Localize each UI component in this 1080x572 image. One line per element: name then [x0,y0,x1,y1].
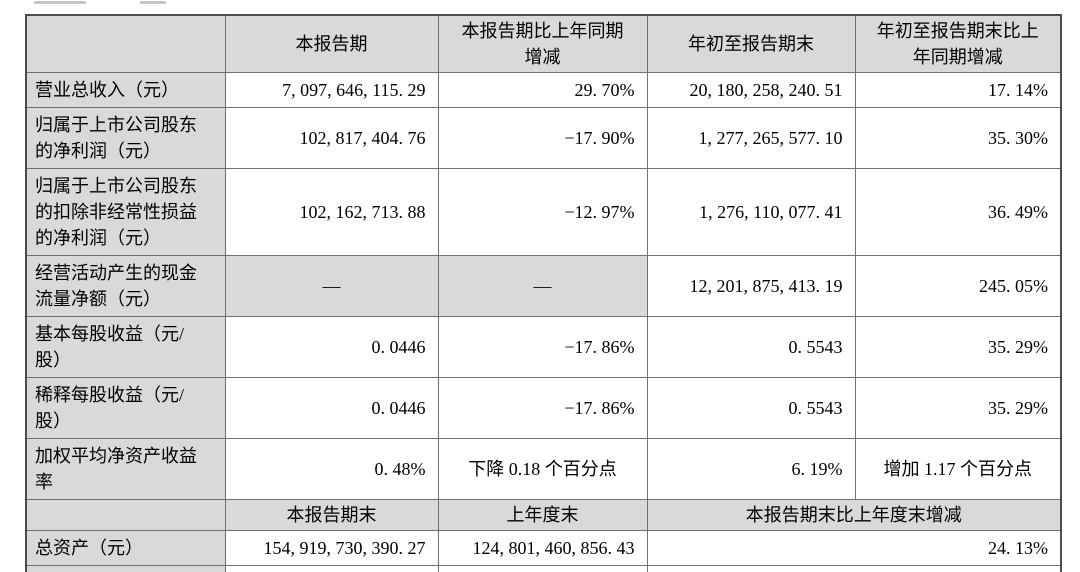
cell-ytd-yoy: 35. 29% [854,377,1062,439]
table-row: 经营活动产生的现金流量净额（元） — — 12, 201, 875, 413. … [25,255,1062,317]
header-metric-blank [25,499,226,531]
cell-ytd: 0. 5543 [646,377,856,439]
row-label: 归属于上市公司股东的扣除非经常性损益的净利润（元） [25,168,226,256]
cell-current: 0. 0446 [224,377,439,439]
cell-change: 24. 13% [646,530,1062,566]
cell-current: 102, 817, 404. 76 [224,107,439,169]
cell-yoy: −17. 86% [437,316,648,378]
cell-ytd-yoy: 35. 30% [854,107,1062,169]
row-label: 稀释每股收益（元/股） [25,377,226,439]
cell-prior-year-end: 19, 442, 245, 851. 89 [437,565,648,572]
table-row: 营业总收入（元） 7, 097, 646, 115. 29 29. 70% 20… [25,72,1062,108]
header-current-yoy: 本报告期比上年同期增减 [437,14,648,73]
cropped-text-remnant [140,1,166,4]
table-row: 归属于上市公司股东的扣除非经常性损益的净利润（元） 102, 162, 713.… [25,168,1062,256]
row-label: 总资产（元） [25,530,226,566]
cropped-text-remnant [34,1,86,4]
cell-yoy: −17. 90% [437,107,648,169]
cell-current: 7, 097, 646, 115. 29 [224,72,439,108]
cell-yoy: −17. 86% [437,377,648,439]
cell-ytd-yoy: 36. 49% [854,168,1062,256]
cell-ytd-yoy: 35. 29% [854,316,1062,378]
table-row: 归属于上市公司股东的净利润（元） 102, 817, 404. 76 −17. … [25,107,1062,169]
cell-prior-year-end: 124, 801, 460, 856. 43 [437,530,648,566]
cell-yoy: 下降 0.18 个百分点 [437,438,648,500]
header-current-period: 本报告期 [224,14,439,73]
header-year-to-date: 年初至报告期末 [646,14,856,73]
cell-ytd-yoy: 增加 1.17 个百分点 [854,438,1062,500]
table-row: 稀释每股收益（元/股） 0. 0446 −17. 86% 0. 5543 35.… [25,377,1062,439]
cell-ytd: 0. 5543 [646,316,856,378]
table-row: 归属于上市公司股东的所有者权益（元） 21, 798, 020, 465. 54… [25,565,1062,572]
header-period-end: 本报告期末 [224,499,439,531]
row-label: 基本每股收益（元/股） [25,316,226,378]
cell-period-end: 21, 798, 020, 465. 54 [224,565,439,572]
cell-ytd: 1, 277, 265, 577. 10 [646,107,856,169]
header-metric-blank [25,14,226,73]
cell-ytd-yoy: 17. 14% [854,72,1062,108]
cell-ytd: 20, 180, 258, 240. 51 [646,72,856,108]
header-prior-year-end: 上年度末 [437,499,648,531]
row-label: 加权平均净资产收益率 [25,438,226,500]
cell-ytd: 6. 19% [646,438,856,500]
cell-yoy: 29. 70% [437,72,648,108]
cell-change: 12. 12% [646,565,1062,572]
table-row: 加权平均净资产收益率 0. 48% 下降 0.18 个百分点 6. 19% 增加… [25,438,1062,500]
cell-current: 0. 0446 [224,316,439,378]
table-header-row-balance: 本报告期末 上年度末 本报告期末比上年度末增减 [25,499,1062,531]
cell-current: 0. 48% [224,438,439,500]
cell-yoy: −12. 97% [437,168,648,256]
cell-ytd: 1, 276, 110, 077. 41 [646,168,856,256]
header-ytd-yoy: 年初至报告期末比上年同期增减 [854,14,1062,73]
cell-period-end: 154, 919, 730, 390. 27 [224,530,439,566]
header-period-end-change: 本报告期末比上年度末增减 [646,499,1062,531]
cell-yoy-dash: — [437,255,648,317]
cell-ytd: 12, 201, 875, 413. 19 [646,255,856,317]
financial-summary-table: 本报告期 本报告期比上年同期增减 年初至报告期末 年初至报告期末比上年同期增减 … [25,14,1062,572]
cell-current: 102, 162, 713. 88 [224,168,439,256]
cell-ytd-yoy: 245. 05% [854,255,1062,317]
cell-current-dash: — [224,255,439,317]
table-header-row-period: 本报告期 本报告期比上年同期增减 年初至报告期末 年初至报告期末比上年同期增减 [25,14,1062,73]
table-row: 总资产（元） 154, 919, 730, 390. 27 124, 801, … [25,530,1062,566]
row-label: 归属于上市公司股东的净利润（元） [25,107,226,169]
row-label: 归属于上市公司股东的所有者权益（元） [25,565,226,572]
row-label: 经营活动产生的现金流量净额（元） [25,255,226,317]
row-label: 营业总收入（元） [25,72,226,108]
table-row: 基本每股收益（元/股） 0. 0446 −17. 86% 0. 5543 35.… [25,316,1062,378]
